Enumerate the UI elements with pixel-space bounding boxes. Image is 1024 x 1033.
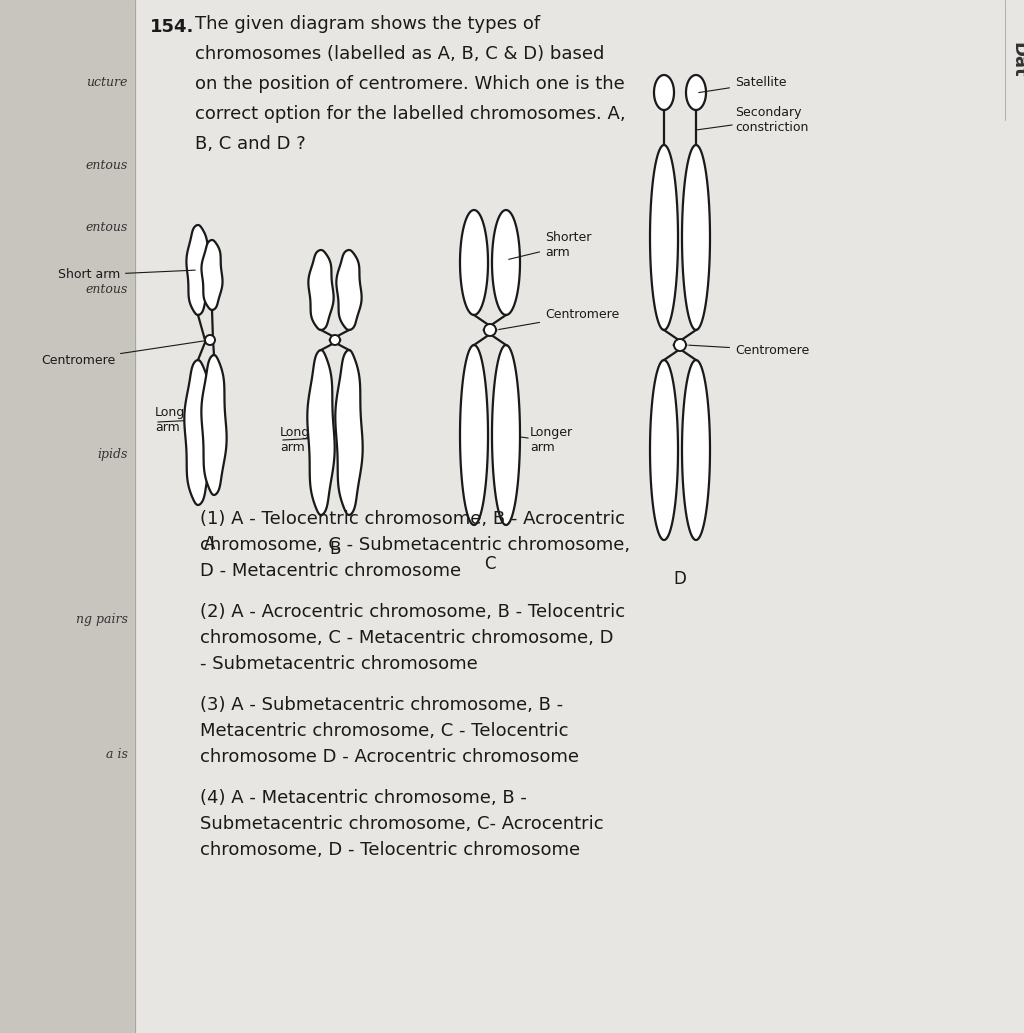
Text: A: A (205, 535, 216, 553)
Text: ucture: ucture (87, 76, 128, 89)
Text: Long
arm: Long arm (280, 426, 310, 453)
Text: a is: a is (106, 748, 128, 760)
Polygon shape (202, 240, 222, 310)
Polygon shape (460, 210, 488, 315)
Text: C: C (484, 555, 496, 573)
Text: on the position of centromere. Which one is the: on the position of centromere. Which one… (195, 75, 625, 93)
Text: chromosome D - Acrocentric chromosome: chromosome D - Acrocentric chromosome (200, 748, 579, 766)
Text: ipids: ipids (97, 448, 128, 461)
Polygon shape (650, 361, 678, 540)
Polygon shape (202, 355, 226, 495)
Polygon shape (460, 345, 488, 525)
Text: Metacentric chromosome, C - Telocentric: Metacentric chromosome, C - Telocentric (200, 722, 568, 740)
Text: Centromere: Centromere (499, 309, 620, 330)
Text: D - Metacentric chromosome: D - Metacentric chromosome (200, 562, 461, 580)
Circle shape (484, 324, 496, 336)
Text: Long
arm: Long arm (155, 406, 185, 434)
Polygon shape (307, 350, 335, 515)
Polygon shape (650, 145, 678, 330)
Polygon shape (336, 250, 361, 330)
Polygon shape (308, 250, 334, 330)
Polygon shape (492, 210, 520, 315)
Text: Satellite: Satellite (698, 76, 786, 93)
Text: (2) A - Acrocentric chromosome, B - Telocentric: (2) A - Acrocentric chromosome, B - Telo… (200, 603, 625, 621)
Text: Secondary
constriction: Secondary constriction (735, 106, 808, 134)
Polygon shape (682, 361, 710, 540)
Text: entous: entous (86, 221, 128, 233)
Polygon shape (682, 145, 710, 330)
Polygon shape (335, 350, 362, 515)
Text: chromosome, C - Metacentric chromosome, D: chromosome, C - Metacentric chromosome, … (200, 629, 613, 647)
Circle shape (674, 339, 686, 351)
Polygon shape (686, 75, 706, 109)
Text: - Submetacentric chromosome: - Submetacentric chromosome (200, 655, 478, 674)
Text: chromosome, D - Telocentric chromosome: chromosome, D - Telocentric chromosome (200, 841, 581, 859)
Circle shape (205, 335, 215, 345)
Polygon shape (492, 345, 520, 525)
Text: entous: entous (86, 159, 128, 171)
Text: Centromere: Centromere (41, 341, 207, 367)
Text: Dat: Dat (1009, 42, 1024, 77)
Text: Longer
arm: Longer arm (530, 426, 573, 453)
Text: Submetacentric chromosome, C- Acrocentric: Submetacentric chromosome, C- Acrocentri… (200, 815, 603, 833)
Text: Centromere: Centromere (689, 344, 809, 356)
Text: chromosome, C - Submetacentric chromosome,: chromosome, C - Submetacentric chromosom… (200, 536, 630, 554)
Text: chromosomes (labelled as A, B, C & D) based: chromosomes (labelled as A, B, C & D) ba… (195, 45, 604, 63)
Text: D: D (674, 570, 686, 588)
Text: (3) A - Submetacentric chromosome, B -: (3) A - Submetacentric chromosome, B - (200, 696, 563, 714)
Circle shape (330, 335, 340, 345)
Text: (1) A - Telocentric chromosome, B - Acrocentric: (1) A - Telocentric chromosome, B - Acro… (200, 510, 625, 528)
Polygon shape (654, 75, 674, 109)
Text: Shorter
arm: Shorter arm (509, 231, 592, 259)
Text: Short arm: Short arm (57, 269, 196, 282)
Text: B, C and D ?: B, C and D ? (195, 135, 306, 153)
Polygon shape (186, 225, 210, 315)
Text: 154.: 154. (150, 18, 195, 36)
Polygon shape (184, 361, 212, 505)
Text: (4) A - Metacentric chromosome, B -: (4) A - Metacentric chromosome, B - (200, 789, 527, 807)
Text: correct option for the labelled chromosomes. A,: correct option for the labelled chromoso… (195, 105, 626, 123)
Text: entous: entous (86, 283, 128, 295)
Text: The given diagram shows the types of: The given diagram shows the types of (195, 15, 540, 33)
Text: B: B (330, 540, 341, 558)
Text: ng pairs: ng pairs (76, 614, 128, 626)
Bar (0, 0, 135, 1033)
